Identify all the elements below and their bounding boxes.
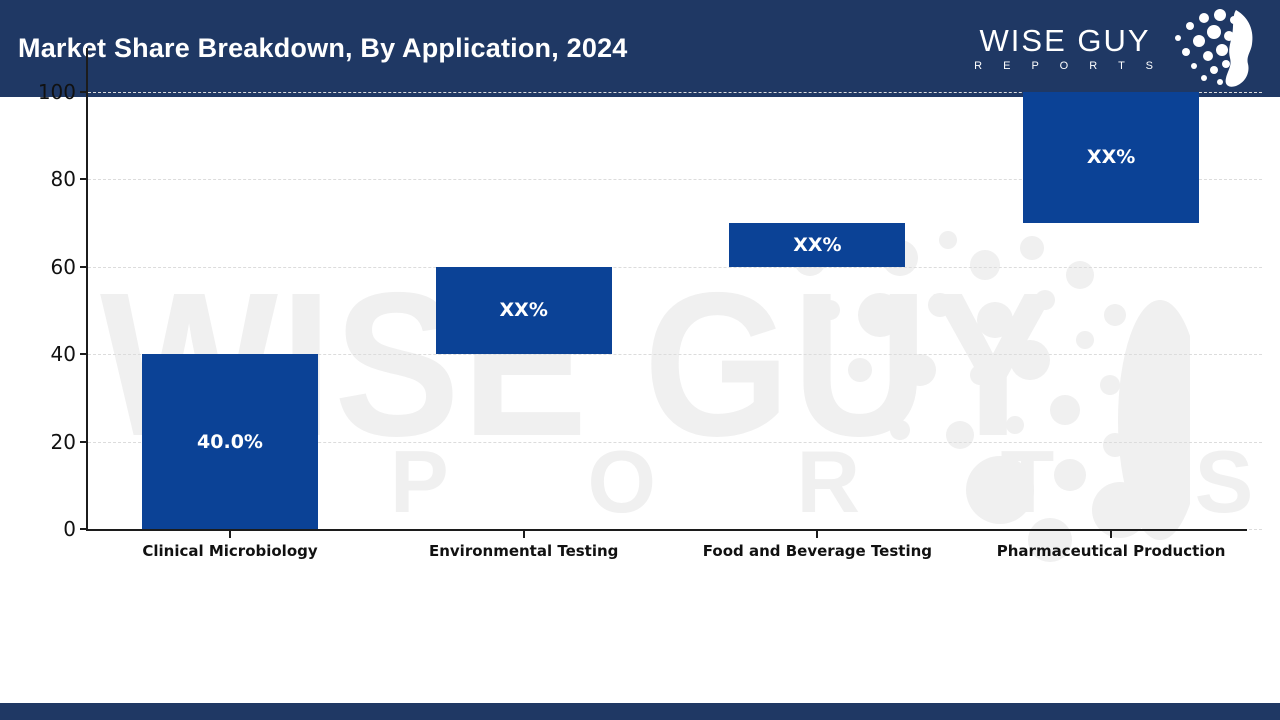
x-tick-mark: [1110, 531, 1113, 538]
footer-bar: [0, 703, 1280, 720]
bar-segment: [1023, 91, 1200, 223]
bar-segment: [729, 222, 906, 267]
bar-chart: 0 20 40 60 80 100 40.0% Clinical Microbiology XX…: [37, 48, 1262, 560]
wise-guy-reports-logo: WISE GUY R E P O R T S: [968, 8, 1258, 90]
category-label: Pharmaceutical Production: [996, 542, 1226, 560]
gridline: [88, 441, 1262, 443]
x-tick-mark: [229, 531, 231, 538]
y-tick-label: 0: [63, 517, 76, 541]
y-tick-mark: [80, 440, 88, 443]
y-tick-mark: [80, 528, 88, 530]
category-label: Food and Beverage Testing: [702, 542, 933, 560]
category-label: Environmental Testing: [428, 542, 619, 560]
gridline: [88, 179, 1262, 180]
bar-value-label: 40.0%: [197, 430, 263, 453]
gridline: [88, 91, 1262, 93]
y-tick-mark: [80, 265, 88, 268]
y-tick-label: 40: [50, 342, 76, 366]
y-tick-label: 60: [50, 254, 76, 279]
gridline: [88, 354, 1262, 355]
logo-wordmark: WISE GUY: [979, 23, 1151, 58]
x-tick-mark: [522, 531, 525, 538]
bar-segment: [142, 354, 318, 529]
y-tick-mark: [80, 90, 88, 93]
bar-value-label: XX%: [499, 299, 548, 322]
x-axis: [86, 529, 1247, 531]
logo-subtitle: R E P O R T S: [974, 60, 1162, 72]
logo-face-icon: [1175, 8, 1253, 87]
bar-value-label: XX%: [793, 233, 842, 256]
y-tick-mark: [80, 353, 88, 355]
y-tick-label: 80: [50, 167, 76, 191]
logo-text: WISE GUY R E P O R T S: [968, 25, 1162, 72]
y-tick-mark: [80, 178, 88, 180]
y-tick-label: 20: [50, 429, 76, 454]
gridline: [88, 266, 1262, 268]
bar-segment: [435, 266, 612, 354]
y-tick-label: 100: [37, 79, 76, 104]
y-axis: [86, 48, 88, 531]
x-tick-mark: [816, 531, 819, 538]
bar-value-label: XX%: [1086, 146, 1136, 169]
category-label: Clinical Microbiology: [142, 542, 318, 560]
page-title: Market Share Breakdown, By Application, …: [18, 33, 628, 63]
header-bar: Market Share Breakdown, By Application, …: [0, 0, 1280, 97]
